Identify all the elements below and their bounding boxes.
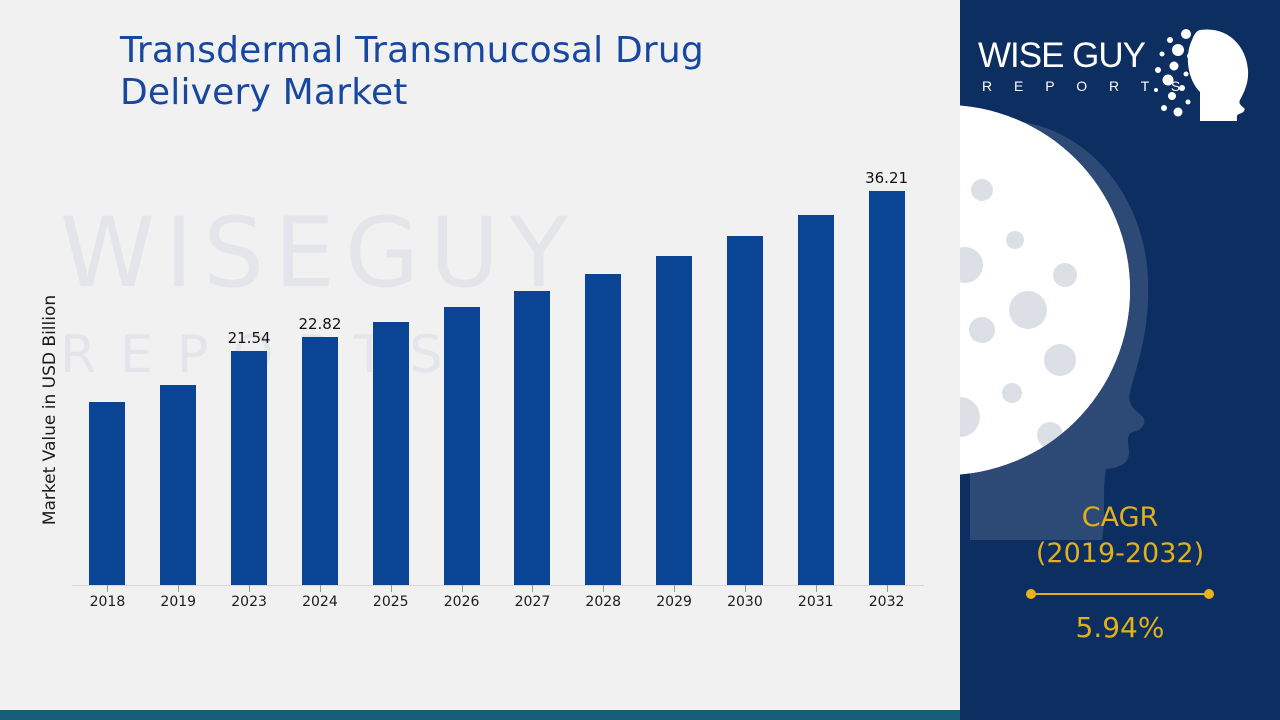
x-axis-tick — [674, 585, 676, 592]
bar-group: 2018 — [72, 150, 143, 610]
x-axis-tick-label: 2030 — [727, 594, 763, 610]
cagr-value: 5.94% — [1075, 610, 1165, 644]
logo-subtitle: R E P O R T S — [982, 78, 1190, 94]
bar[interactable] — [89, 402, 126, 585]
x-axis-tick-label: 2025 — [372, 594, 409, 610]
cagr-divider-line — [1031, 592, 1209, 595]
bar[interactable] — [656, 255, 693, 585]
cagr-period: (2019-2032) — [1035, 538, 1205, 570]
bar-group: 36.21 2032 — [851, 150, 922, 610]
x-axis-tick — [249, 585, 251, 592]
x-axis-tick-label: 2027 — [514, 594, 551, 610]
x-axis-tick-label: 2024 — [302, 594, 338, 610]
bar-value-label: 22.82 — [298, 314, 342, 333]
x-axis-tick-label: 2031 — [797, 594, 834, 610]
bar[interactable] — [301, 336, 338, 585]
x-axis-tick-label: 2023 — [231, 594, 267, 610]
brand-logo: WISE GUY R E P O R T S — [970, 22, 1270, 122]
bar[interactable] — [585, 273, 622, 585]
x-axis-tick-label: 2028 — [585, 594, 622, 610]
bar[interactable] — [160, 384, 197, 585]
head-profile-icon — [1154, 29, 1249, 121]
bar-chart-plot: 2018 2019 21.54 2023 22.82 2024 2025 2026 2027 20… — [72, 150, 922, 610]
x-axis-tick — [815, 585, 817, 592]
bar[interactable] — [797, 215, 834, 585]
bar-group: 22.82 2024 — [285, 150, 356, 610]
bar-group: 21.54 2023 — [214, 150, 285, 610]
y-axis-label: Market Value in USD Billion — [40, 294, 60, 526]
bar[interactable] — [868, 191, 905, 585]
x-axis-tick — [461, 585, 463, 592]
x-axis-tick — [107, 585, 109, 592]
x-axis-tick — [886, 585, 888, 592]
bar-group: 2027 — [497, 150, 568, 610]
x-axis-tick — [178, 585, 180, 592]
x-axis-line — [72, 585, 924, 586]
logo-wordmark: WISE GUY — [978, 36, 1146, 75]
x-axis-tick — [319, 585, 321, 592]
x-axis-tick — [390, 585, 392, 592]
x-axis-tick — [532, 585, 534, 592]
bar-value-label: 21.54 — [227, 328, 271, 347]
x-axis-tick — [603, 585, 605, 592]
bar-group: 2031 — [780, 150, 851, 610]
bar[interactable] — [231, 350, 268, 585]
x-axis-tick-label: 2029 — [656, 594, 692, 610]
bottom-accent-strip — [0, 710, 960, 720]
chart-panel: Transdermal Transmucosal Drug Delivery M… — [0, 30, 960, 720]
bar-group: 2029 — [639, 150, 710, 610]
cagr-label: CAGR — [1081, 502, 1159, 533]
cagr-block: CAGR (2019-2032) 5.94% — [960, 500, 1280, 644]
x-axis-tick-label: 2019 — [160, 594, 197, 610]
bar-group: 2028 — [568, 150, 639, 610]
x-axis-tick-label: 2018 — [89, 594, 126, 610]
bar-group: 2030 — [710, 150, 781, 610]
x-axis-tick — [744, 585, 746, 592]
bar[interactable] — [514, 291, 551, 585]
cagr-divider-dot-right — [1204, 588, 1214, 599]
bar-group: 2019 — [143, 150, 214, 610]
x-axis-tick-label: 2026 — [443, 594, 480, 610]
x-axis-tick-label: 2032 — [868, 594, 905, 610]
page-title: Transdermal Transmucosal Drug Delivery M… — [120, 30, 704, 114]
bar[interactable] — [443, 306, 480, 585]
bar-group: 2025 — [355, 150, 426, 610]
bar-group: 2026 — [426, 150, 497, 610]
bar[interactable] — [372, 321, 409, 585]
bar[interactable] — [726, 235, 763, 585]
cagr-divider — [1026, 588, 1214, 599]
bar-value-label: 36.21 — [865, 169, 909, 188]
brand-side-panel: WISE GUY R E P O R T S CAGR (2019-203 — [960, 0, 1280, 720]
